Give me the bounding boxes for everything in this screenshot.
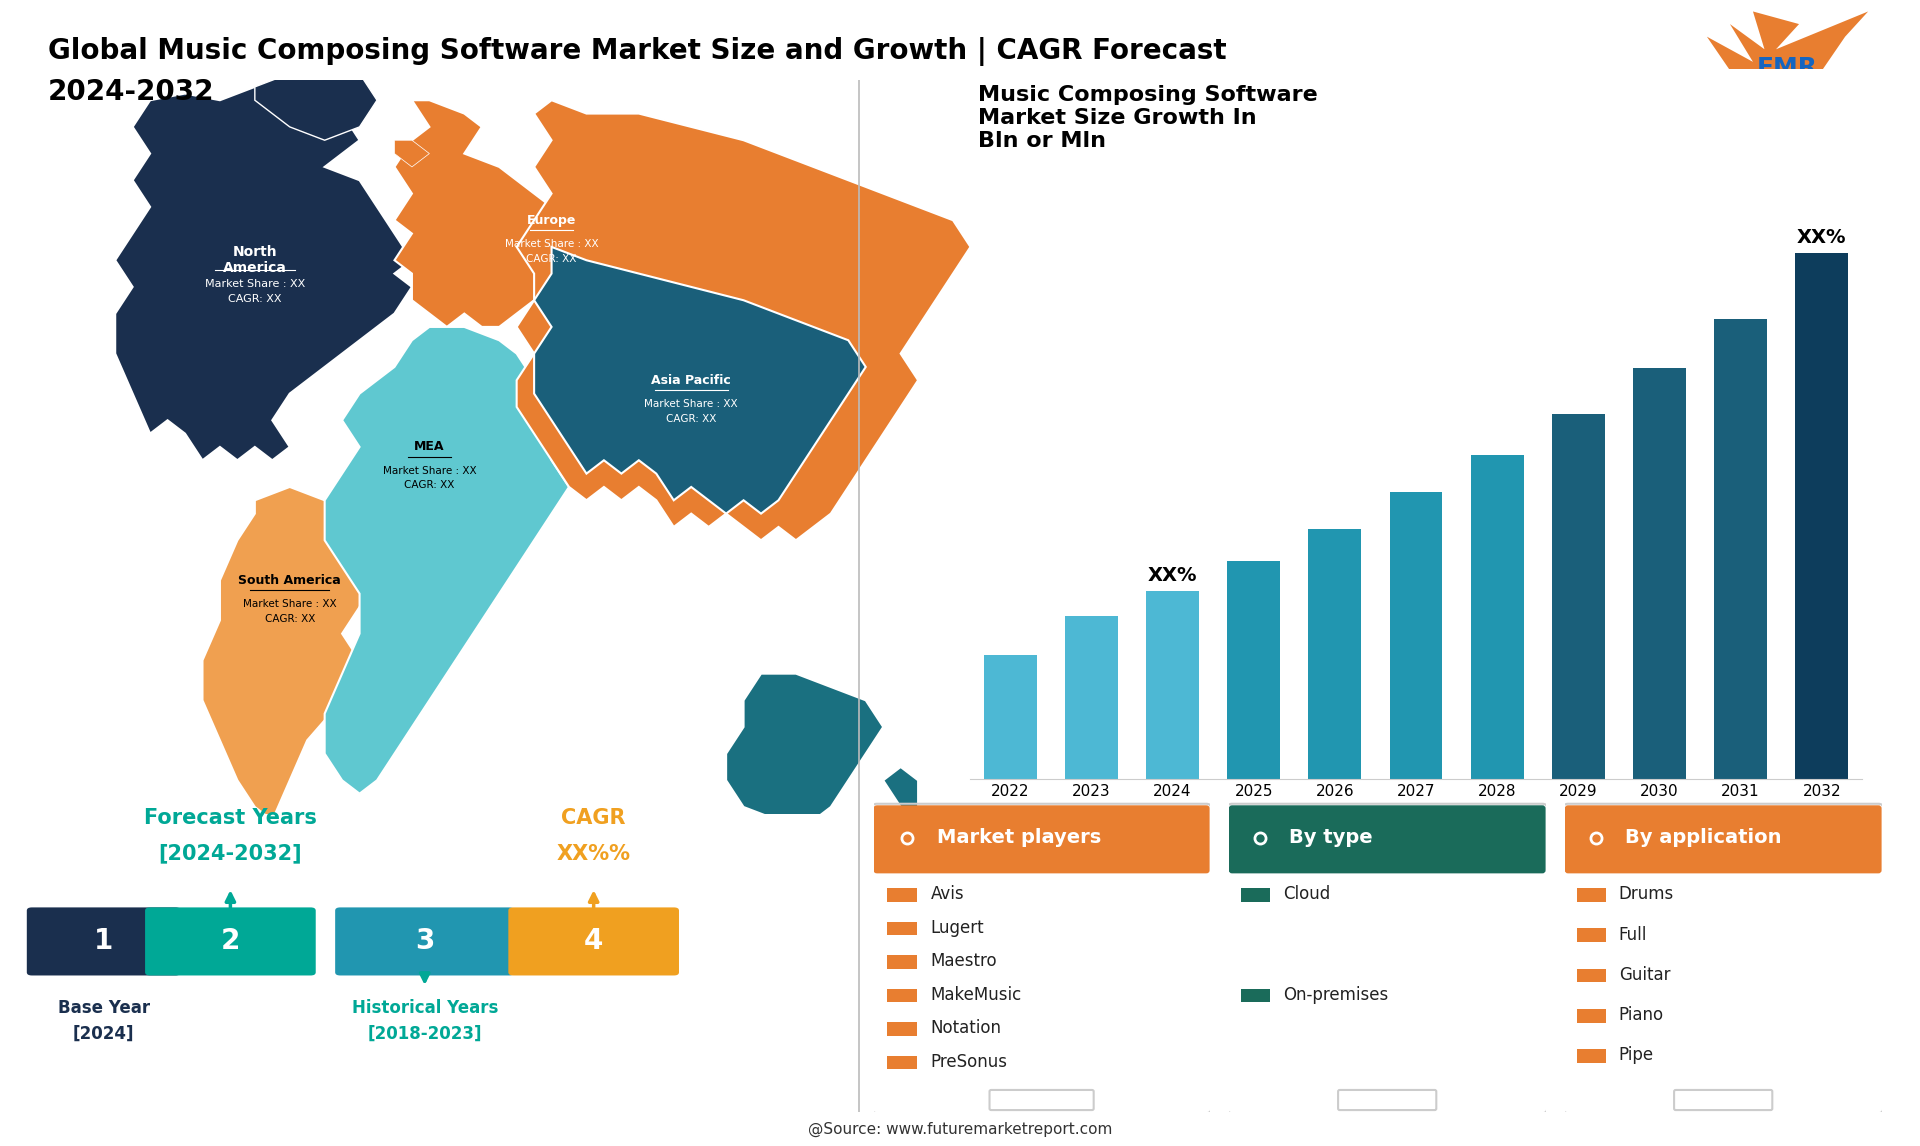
FancyBboxPatch shape [509,908,680,975]
Text: XX%: XX% [1148,566,1198,584]
FancyBboxPatch shape [874,806,1210,873]
Polygon shape [883,767,918,821]
FancyBboxPatch shape [1338,1090,1436,1110]
Text: Market Share : XX: Market Share : XX [382,465,476,476]
FancyBboxPatch shape [887,956,918,968]
Text: 2: 2 [221,927,240,956]
Bar [1146,591,1198,779]
Bar [1551,414,1605,779]
Bar [1471,455,1524,779]
Text: Global Music Composing Software Market Size and Growth | CAGR Forecast: Global Music Composing Software Market S… [48,37,1227,65]
Text: CAGR: XX: CAGR: XX [405,480,455,490]
Text: By application: By application [1624,829,1782,847]
Bar [1715,319,1766,779]
Text: Cloud: Cloud [1283,886,1331,903]
Bar [983,656,1037,779]
Text: [2024]: [2024] [73,1026,134,1043]
Text: Pipe: Pipe [1619,1046,1653,1065]
Text: Full: Full [1619,926,1647,943]
FancyBboxPatch shape [1242,989,1269,1003]
FancyBboxPatch shape [887,888,918,902]
Bar [1066,615,1117,779]
Text: CAGR: XX: CAGR: XX [666,414,716,424]
Bar [1390,492,1442,779]
FancyBboxPatch shape [887,1022,918,1036]
Text: North
America: North America [223,245,286,275]
FancyBboxPatch shape [1242,888,1269,902]
Text: FMR: FMR [1757,56,1818,80]
Text: Notation: Notation [931,1020,1002,1037]
Text: Market Share : XX: Market Share : XX [645,399,737,409]
FancyBboxPatch shape [887,1055,918,1069]
Text: PreSonus: PreSonus [931,1053,1008,1072]
Text: Market Share : XX: Market Share : XX [244,599,336,609]
FancyBboxPatch shape [336,908,515,975]
Text: Europe: Europe [526,214,576,227]
Polygon shape [394,100,586,327]
Text: 4: 4 [584,927,603,956]
Text: Music Composing Software
Market Size Growth In
Bln or Mln: Music Composing Software Market Size Gro… [977,85,1317,151]
FancyBboxPatch shape [27,908,180,975]
FancyBboxPatch shape [1565,806,1882,873]
Text: CAGR: XX: CAGR: XX [228,293,282,304]
Text: 3: 3 [415,927,434,956]
Text: MakeMusic: MakeMusic [931,986,1021,1004]
Polygon shape [726,674,883,821]
Text: Market Share : XX: Market Share : XX [205,278,305,289]
Text: CAGR: XX: CAGR: XX [265,613,315,623]
Polygon shape [115,87,413,461]
Polygon shape [1707,11,1868,112]
Text: 2024-2032: 2024-2032 [48,78,215,105]
FancyBboxPatch shape [887,921,918,935]
Text: Guitar: Guitar [1619,966,1670,984]
Text: [2018-2023]: [2018-2023] [367,1026,482,1043]
Text: 1: 1 [94,927,113,956]
Text: Lugert: Lugert [931,919,985,937]
FancyBboxPatch shape [1578,1008,1605,1022]
Text: Drums: Drums [1619,886,1674,903]
Text: Asia Pacific: Asia Pacific [651,374,732,386]
Text: Avis: Avis [931,886,964,903]
Text: By type: By type [1288,829,1373,847]
Text: Piano: Piano [1619,1006,1665,1025]
Text: CAGR: XX: CAGR: XX [526,253,576,264]
Bar [1795,253,1849,779]
FancyBboxPatch shape [989,1090,1094,1110]
FancyBboxPatch shape [1578,968,1605,982]
Polygon shape [202,487,376,821]
Text: On-premises: On-premises [1283,986,1388,1004]
Bar [1227,562,1281,779]
Text: @Source: www.futuremarketreport.com: @Source: www.futuremarketreport.com [808,1122,1112,1137]
Text: CAGR: CAGR [561,808,626,827]
FancyBboxPatch shape [1578,1049,1605,1062]
Text: Forecast Years: Forecast Years [144,808,317,827]
Polygon shape [255,61,376,140]
FancyBboxPatch shape [1578,928,1605,942]
Text: Base Year: Base Year [58,999,150,1018]
Bar [1634,368,1686,779]
Text: [2024-2032]: [2024-2032] [159,843,301,864]
FancyBboxPatch shape [1578,888,1605,902]
FancyBboxPatch shape [887,989,918,1003]
FancyBboxPatch shape [1674,1090,1772,1110]
FancyBboxPatch shape [146,908,315,975]
Polygon shape [516,100,970,540]
Polygon shape [394,140,430,167]
Text: South America: South America [238,574,342,587]
Text: Historical Years: Historical Years [351,999,497,1018]
Text: Maestro: Maestro [931,952,996,971]
Text: MEA: MEA [415,440,445,454]
Text: XX%: XX% [1797,228,1847,246]
Text: FUTURE MARKET REPORT: FUTURE MARKET REPORT [1732,109,1820,116]
FancyBboxPatch shape [1229,806,1546,873]
Text: Market players: Market players [937,829,1102,847]
Bar [1308,529,1361,779]
Text: Market Share : XX: Market Share : XX [505,238,599,249]
Polygon shape [324,327,568,794]
Polygon shape [534,246,866,513]
Text: XX%%: XX%% [557,843,630,864]
